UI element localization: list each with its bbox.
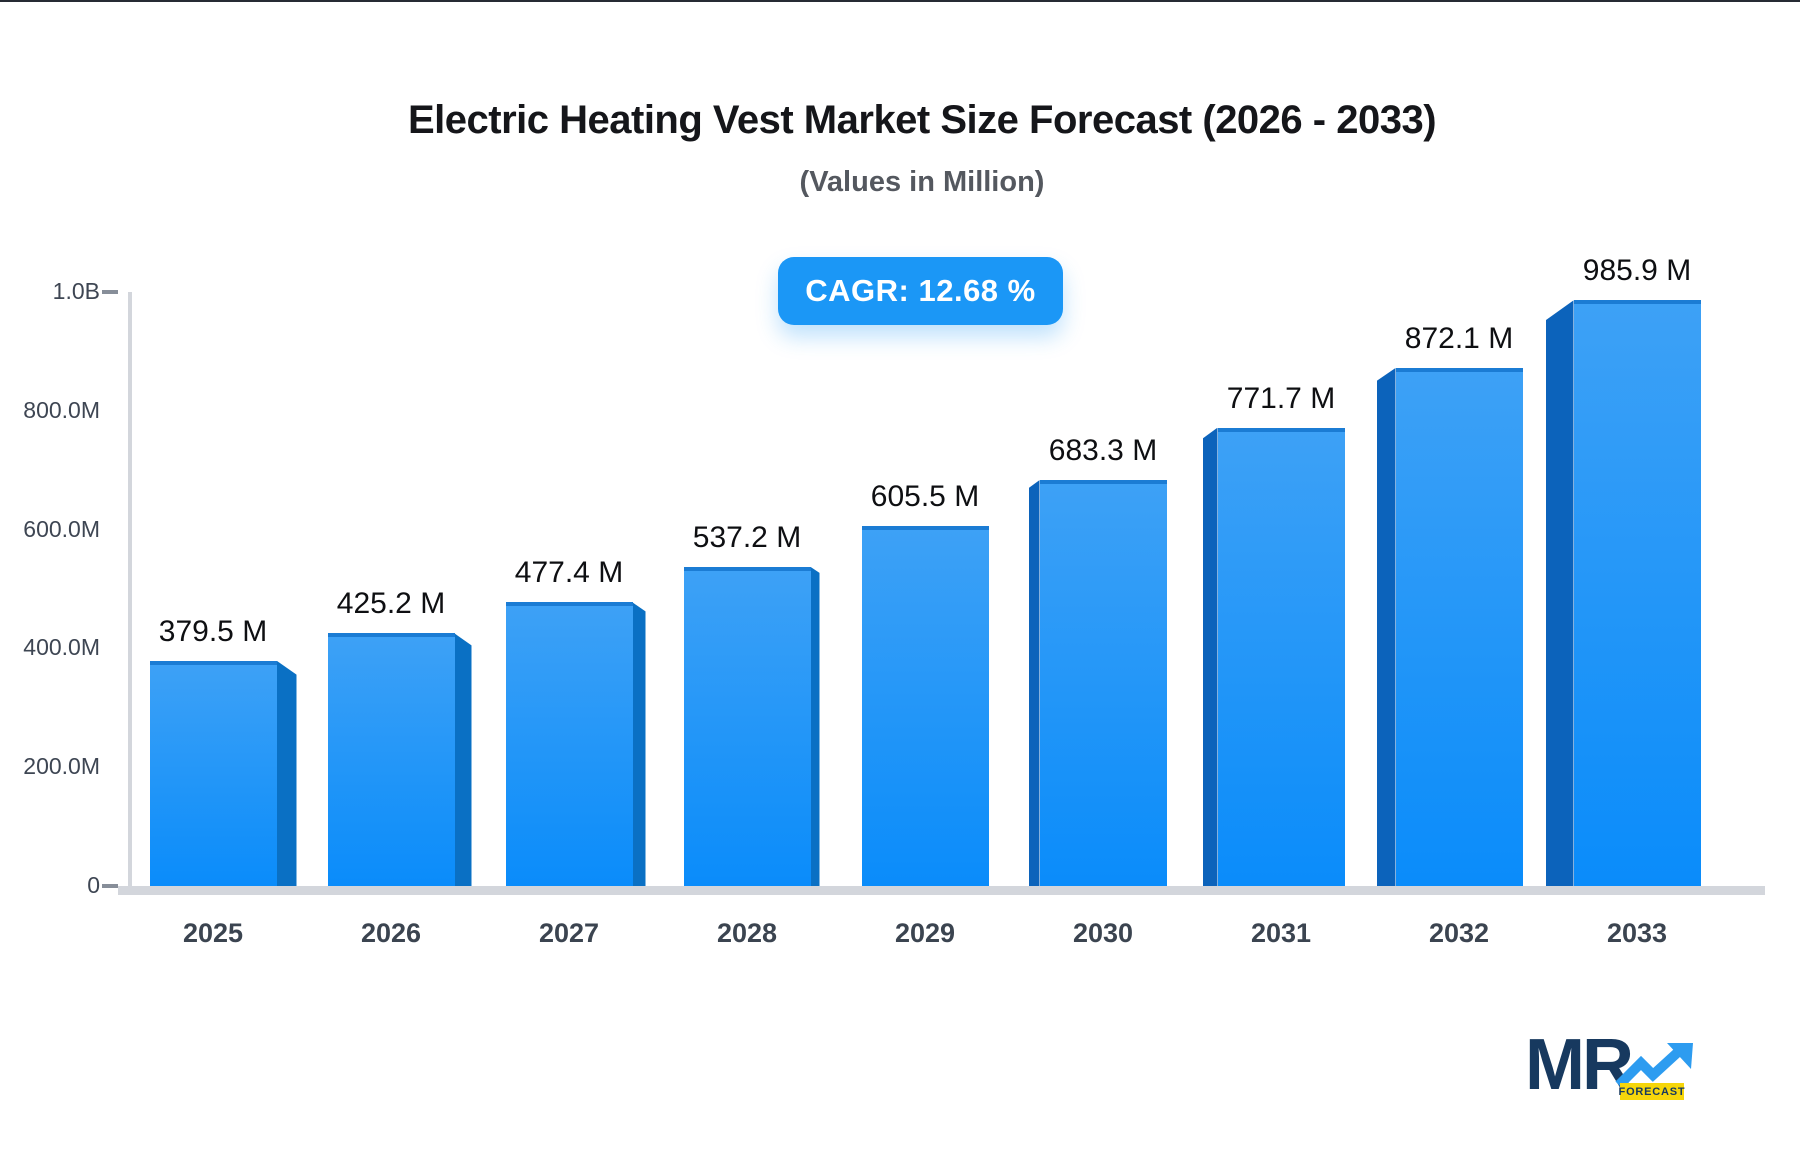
- chart-title: Electric Heating Vest Market Size Foreca…: [407, 98, 1437, 142]
- bar-2028: [683, 566, 811, 886]
- y-axis-tick-label: 0: [87, 872, 100, 898]
- bar-2029: [861, 526, 989, 886]
- y-axis-tick-mark: [102, 884, 118, 888]
- y-axis-tick-label: 400.0M: [23, 634, 100, 661]
- bar-2027: [505, 602, 633, 886]
- y-axis-tick-label: 800.0M: [23, 396, 100, 423]
- bar-side-face: [1028, 480, 1040, 886]
- bar-value-label: 537.2 M: [692, 520, 802, 554]
- x-axis-year-label: 2025: [182, 918, 244, 948]
- bar-value-label: 683.3 M: [1048, 434, 1158, 468]
- logo-wordmark: MR: [1525, 1025, 1634, 1105]
- logo-tagline: FORECAST: [1619, 1083, 1685, 1100]
- x-axis-year-label: 2029: [894, 918, 956, 948]
- y-axis-tick-label: 600.0M: [23, 515, 100, 542]
- x-axis-year-label: 2030: [1072, 918, 1134, 948]
- x-axis-year-label: 2033: [1606, 918, 1668, 948]
- bar-side-face: [276, 660, 297, 886]
- bar-side-face: [454, 633, 472, 886]
- bar-value-label: 425.2 M: [336, 587, 446, 621]
- x-axis-year-label: 2031: [1250, 918, 1312, 948]
- bar-side-face: [810, 566, 820, 886]
- bar-2033: [1573, 300, 1701, 886]
- y-axis-line: [128, 292, 132, 886]
- bar-side-face: [632, 602, 646, 886]
- y-axis-tick-mark: [102, 290, 118, 294]
- cagr-badge-label: CAGR: 12.68 %: [805, 273, 1036, 308]
- growth-arrow-icon: [1615, 1043, 1693, 1089]
- x-axis-year-label: 2027: [538, 918, 600, 948]
- bar-2032: [1395, 367, 1523, 886]
- y-axis-tick-label: 200.0M: [23, 753, 100, 780]
- bar-2025: [149, 660, 277, 886]
- bar-2026: [327, 633, 455, 886]
- bar-side-face: [1545, 300, 1574, 886]
- bar-value-label: 379.5 M: [158, 614, 268, 648]
- mr-forecast-logo: MR FORECAST: [1525, 1025, 1705, 1110]
- bar-value-label: 477.4 M: [514, 556, 624, 590]
- chart-subtitle: (Values in Million): [799, 166, 1045, 198]
- cagr-badge: CAGR: 12.68 %: [778, 257, 1063, 325]
- bar-value-label: 771.7 M: [1226, 381, 1336, 415]
- bar-value-label: 605.5 M: [870, 480, 980, 514]
- y-axis-tick-label: 1.0B: [52, 278, 100, 304]
- bar-value-label: 985.9 M: [1582, 254, 1692, 288]
- bar-value-label: 872.1 M: [1404, 321, 1514, 355]
- x-axis-year-label: 2028: [716, 918, 778, 948]
- bar-side-face: [1202, 427, 1218, 886]
- bar-side-face: [1376, 367, 1396, 886]
- x-axis-year-label: 2032: [1428, 918, 1490, 948]
- bar-2030: [1039, 480, 1167, 886]
- bar-2031: [1217, 427, 1345, 886]
- x-axis-year-label: 2026: [360, 918, 422, 948]
- x-axis-baseline: [118, 886, 1765, 895]
